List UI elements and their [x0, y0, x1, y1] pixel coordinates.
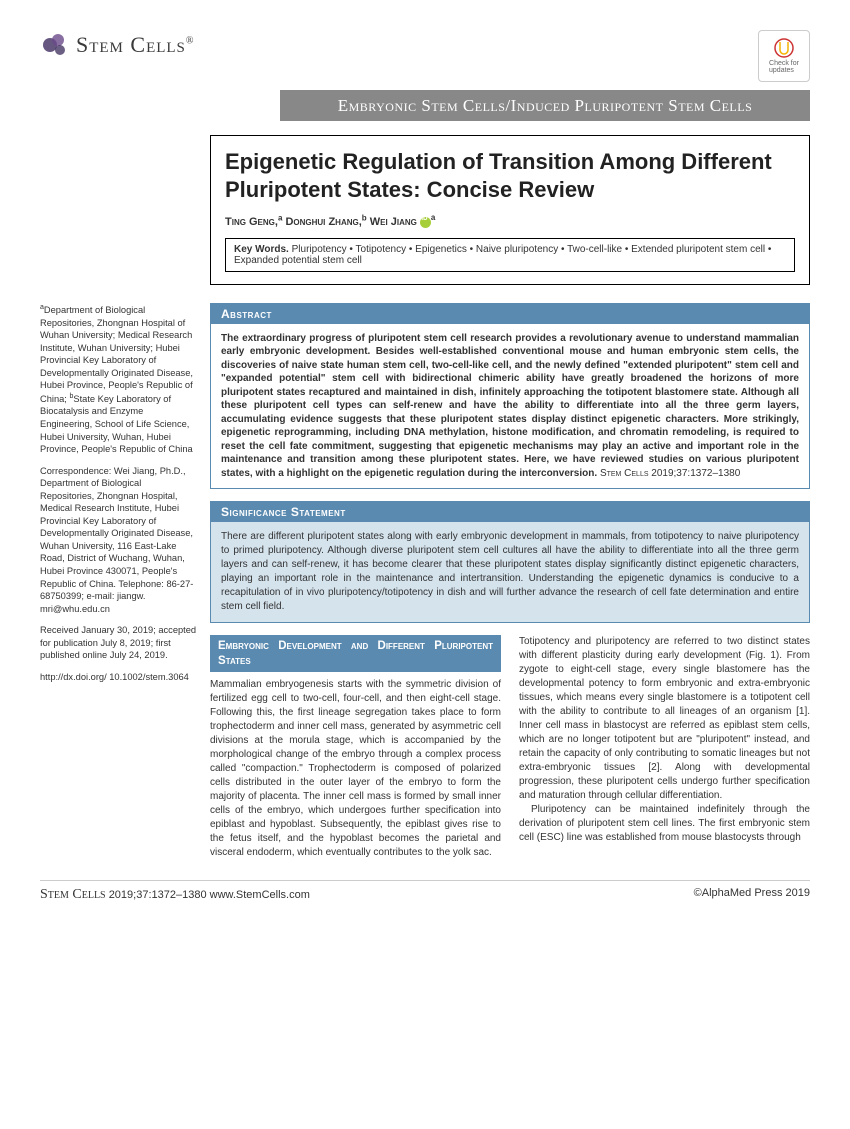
body-paragraph: Mammalian embryogenesis starts with the … — [210, 678, 501, 860]
significance-heading: Significance Statement — [211, 502, 809, 522]
footer-citation: Stem Cells 2019;37:1372–1380 www.StemCel… — [40, 887, 310, 903]
sidebar: aDepartment of Biological Repositories, … — [40, 303, 198, 860]
abstract-citation: Stem Cells 2019;37:1372–1380 — [600, 468, 740, 479]
abstract-heading: Abstract — [211, 304, 809, 324]
stem-cells-logo-icon — [40, 30, 70, 60]
left-column: Embryonic Development and Different Plur… — [210, 635, 501, 860]
body-paragraph: Pluripotency can be maintained indefinit… — [519, 803, 810, 845]
page-footer: Stem Cells 2019;37:1372–1380 www.StemCel… — [40, 880, 810, 903]
journal-name: Stem Cells® — [76, 32, 195, 58]
body-two-column: Embryonic Development and Different Plur… — [210, 635, 810, 860]
footer-copyright: ©AlphaMed Press 2019 — [694, 887, 810, 903]
main-content-grid: aDepartment of Biological Repositories, … — [40, 303, 810, 860]
title-block: Epigenetic Regulation of Transition Amon… — [210, 135, 810, 285]
affiliations: aDepartment of Biological Repositories, … — [40, 303, 198, 456]
category-banner: Embryonic Stem Cells/Induced Pluripotent… — [280, 90, 810, 121]
doi-link[interactable]: http://dx.doi.org/ 10.1002/stem.3064 — [40, 671, 198, 684]
keywords-box: Key Words. Pluripotency • Totipotency • … — [225, 238, 795, 272]
significance-box: Significance Statement There are differe… — [210, 501, 810, 623]
abstract-text: The extraordinary progress of pluripoten… — [211, 324, 809, 489]
keywords-label: Key Words. — [234, 244, 289, 255]
section-heading: Embryonic Development and Different Plur… — [210, 635, 501, 672]
article-title: Epigenetic Regulation of Transition Amon… — [225, 148, 795, 203]
header-row: Stem Cells® Check for updates — [40, 30, 810, 82]
body-paragraph: Totipotency and pluripotency are referre… — [519, 635, 810, 803]
author-list: Ting Geng,a Donghui Zhang,b Wei Jiang a — [225, 213, 795, 228]
journal-logo: Stem Cells® — [40, 30, 195, 60]
right-column: Totipotency and pluripotency are referre… — [519, 635, 810, 860]
significance-text: There are different pluripotent states a… — [211, 522, 809, 622]
abstract-box: Abstract The extraordinary progress of p… — [210, 303, 810, 490]
content-column: Abstract The extraordinary progress of p… — [210, 303, 810, 860]
publication-dates: Received January 30, 2019; accepted for … — [40, 624, 198, 662]
orcid-icon[interactable] — [420, 217, 431, 228]
check-updates-badge[interactable]: Check for updates — [758, 30, 810, 82]
check-updates-text: Check for updates — [769, 60, 799, 74]
crossmark-icon — [774, 38, 794, 58]
correspondence: Correspondence: Wei Jiang, Ph.D., Depart… — [40, 465, 198, 616]
keywords-text: Pluripotency • Totipotency • Epigenetics… — [234, 244, 771, 266]
